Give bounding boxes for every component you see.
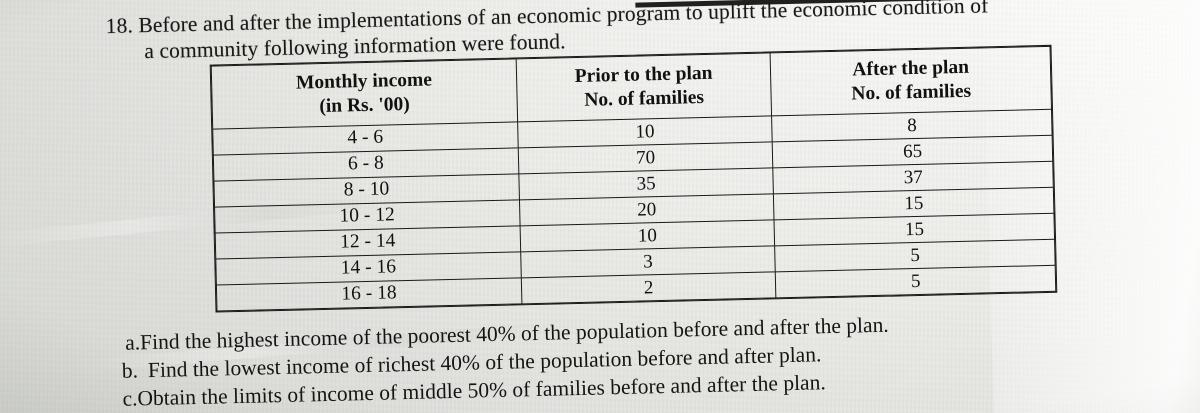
cell-after: 5 (775, 265, 1056, 298)
column-header-after-plan: After the plan No. of families (770, 46, 1052, 116)
header-after-line-1: After the plan (852, 56, 970, 81)
cell-prior: 2 (521, 271, 777, 304)
frequency-distribution-table: Monthly income (in Rs. '00) Prior to the… (209, 44, 1058, 313)
answer-c-marker: c. (122, 386, 138, 411)
table-body: 4 - 6 10 8 6 - 8 70 65 8 - 10 35 37 10 -… (212, 109, 1056, 312)
answer-a-marker: a. (124, 330, 141, 355)
answer-b-marker: b. (121, 358, 139, 383)
header-prior-line-2: No. of families (584, 86, 705, 111)
column-header-monthly-income: Monthly income (in Rs. '00) (211, 58, 518, 130)
answers-list: a.Find the highest income of the poorest… (121, 312, 890, 413)
header-prior-line-1: Prior to the plan (574, 62, 713, 88)
header-income-line-1: Monthly income (295, 69, 433, 94)
header-income-line-2: (in Rs. '00) (319, 93, 411, 117)
column-header-prior-to-plan: Prior to the plan No. of families (515, 52, 772, 122)
header-after-line-2: No. of families (851, 80, 972, 105)
